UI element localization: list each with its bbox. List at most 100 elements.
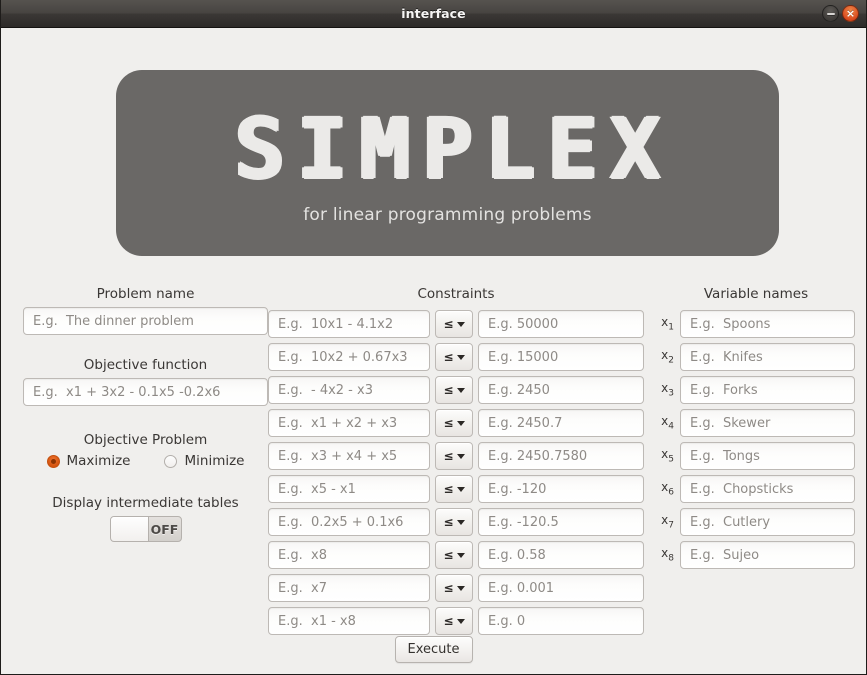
constraint-operator-select[interactable]: ≤ bbox=[435, 310, 473, 338]
variable-name-input[interactable] bbox=[680, 541, 855, 569]
constraint-operator-label: ≤ bbox=[443, 515, 454, 529]
close-icon[interactable]: × bbox=[842, 5, 859, 22]
constraint-operator-label: ≤ bbox=[443, 482, 454, 496]
variable-name-input[interactable] bbox=[680, 508, 855, 536]
variable-index-label: x4 bbox=[657, 414, 674, 431]
objective-function-label: Objective function bbox=[83, 357, 208, 373]
objective-function-input[interactable] bbox=[23, 378, 268, 406]
variable-name-input[interactable] bbox=[680, 310, 855, 338]
constraint-rhs-input[interactable] bbox=[478, 343, 644, 371]
constraint-expression-input[interactable] bbox=[268, 409, 430, 437]
constraint-operator-label: ≤ bbox=[443, 614, 454, 628]
radio-maximize[interactable]: Maximize bbox=[46, 453, 131, 469]
execute-button[interactable]: Execute bbox=[394, 636, 473, 663]
constraint-operator-label: ≤ bbox=[443, 416, 454, 430]
left-panel: Problem name Objective function Objectiv… bbox=[23, 286, 268, 542]
variable-symbol: x bbox=[661, 348, 669, 363]
variable-symbol: x bbox=[661, 546, 669, 561]
constraint-row: ≤ bbox=[268, 574, 644, 602]
variable-subscript: 4 bbox=[668, 421, 674, 432]
constraint-expression-input[interactable] bbox=[268, 574, 430, 602]
window-title: interface bbox=[401, 6, 466, 21]
variable-row: x2 bbox=[657, 343, 855, 371]
variable-row: x1 bbox=[657, 310, 855, 338]
variable-index-label: x8 bbox=[657, 546, 674, 563]
variable-name-input[interactable] bbox=[680, 442, 855, 470]
variable-name-input[interactable] bbox=[680, 475, 855, 503]
constraint-expression-input[interactable] bbox=[268, 310, 430, 338]
constraint-expression-input[interactable] bbox=[268, 376, 430, 404]
chevron-down-icon bbox=[456, 387, 465, 393]
constraint-operator-select[interactable]: ≤ bbox=[435, 508, 473, 536]
constraint-rhs-input[interactable] bbox=[478, 574, 644, 602]
constraint-rhs-input[interactable] bbox=[478, 508, 644, 536]
constraint-operator-label: ≤ bbox=[443, 449, 454, 463]
display-tables-toggle[interactable]: OFF bbox=[109, 516, 182, 542]
constraint-operator-label: ≤ bbox=[443, 317, 454, 331]
constraint-operator-select[interactable]: ≤ bbox=[435, 442, 473, 470]
constraint-operator-label: ≤ bbox=[443, 548, 454, 562]
toggle-knob bbox=[110, 517, 149, 541]
constraint-operator-select[interactable]: ≤ bbox=[435, 376, 473, 404]
constraint-operator-select[interactable]: ≤ bbox=[435, 607, 473, 635]
app-logo-text: SIMPLEX bbox=[234, 100, 673, 198]
footer-actions: Execute bbox=[1, 636, 866, 663]
constraint-row: ≤ bbox=[268, 541, 644, 569]
app-banner: SIMPLEX for linear programming problems bbox=[116, 70, 779, 256]
variable-name-input[interactable] bbox=[680, 409, 855, 437]
constraint-operator-label: ≤ bbox=[443, 350, 454, 364]
chevron-down-icon bbox=[456, 552, 465, 558]
minimize-icon[interactable] bbox=[822, 5, 839, 22]
constraint-row: ≤ bbox=[268, 442, 644, 470]
variable-subscript: 3 bbox=[668, 388, 674, 399]
variables-list: x1x2x3x4x5x6x7x8 bbox=[657, 310, 855, 569]
variable-subscript: 5 bbox=[668, 454, 674, 465]
variable-name-input[interactable] bbox=[680, 343, 855, 371]
constraint-rhs-input[interactable] bbox=[478, 409, 644, 437]
constraint-expression-input[interactable] bbox=[268, 607, 430, 635]
constraint-expression-input[interactable] bbox=[268, 343, 430, 371]
constraint-rhs-input[interactable] bbox=[478, 376, 644, 404]
constraint-operator-select[interactable]: ≤ bbox=[435, 475, 473, 503]
constraint-row: ≤ bbox=[268, 475, 644, 503]
radio-unselected-icon bbox=[164, 454, 178, 468]
constraint-operator-select[interactable]: ≤ bbox=[435, 409, 473, 437]
problem-name-input[interactable] bbox=[23, 307, 268, 335]
variable-name-input[interactable] bbox=[680, 376, 855, 404]
constraint-expression-input[interactable] bbox=[268, 475, 430, 503]
chevron-down-icon bbox=[456, 519, 465, 525]
variables-header: Variable names bbox=[703, 286, 809, 302]
constraints-header: Constraints bbox=[417, 286, 495, 302]
constraints-panel: Constraints ≤ ≤ ≤ ≤ ≤ ≤ ≤ ≤ ≤ ≤ bbox=[268, 286, 644, 640]
variable-symbol: x bbox=[661, 513, 669, 528]
constraint-rhs-input[interactable] bbox=[478, 475, 644, 503]
variable-subscript: 7 bbox=[668, 520, 674, 531]
constraints-list: ≤ ≤ ≤ ≤ ≤ ≤ ≤ ≤ ≤ ≤ bbox=[268, 310, 644, 635]
variable-symbol: x bbox=[661, 447, 669, 462]
constraint-expression-input[interactable] bbox=[268, 508, 430, 536]
constraint-rhs-input[interactable] bbox=[478, 541, 644, 569]
constraint-rhs-input[interactable] bbox=[478, 442, 644, 470]
display-tables-label: Display intermediate tables bbox=[52, 495, 239, 511]
constraint-rhs-input[interactable] bbox=[478, 607, 644, 635]
variable-row: x5 bbox=[657, 442, 855, 470]
constraint-row: ≤ bbox=[268, 409, 644, 437]
constraint-row: ≤ bbox=[268, 376, 644, 404]
constraint-expression-input[interactable] bbox=[268, 541, 430, 569]
variable-index-label: x2 bbox=[657, 348, 674, 365]
constraint-operator-select[interactable]: ≤ bbox=[435, 541, 473, 569]
variable-row: x6 bbox=[657, 475, 855, 503]
constraint-operator-select[interactable]: ≤ bbox=[435, 343, 473, 371]
constraint-expression-input[interactable] bbox=[268, 442, 430, 470]
constraint-operator-select[interactable]: ≤ bbox=[435, 574, 473, 602]
radio-minimize[interactable]: Minimize bbox=[164, 453, 244, 469]
variable-row: x3 bbox=[657, 376, 855, 404]
variable-subscript: 2 bbox=[668, 355, 674, 366]
chevron-down-icon bbox=[456, 453, 465, 459]
variable-subscript: 1 bbox=[668, 322, 674, 333]
radio-minimize-label: Minimize bbox=[184, 453, 245, 469]
toggle-state-label: OFF bbox=[150, 521, 179, 537]
radio-maximize-label: Maximize bbox=[66, 453, 131, 469]
constraint-rhs-input[interactable] bbox=[478, 310, 644, 338]
